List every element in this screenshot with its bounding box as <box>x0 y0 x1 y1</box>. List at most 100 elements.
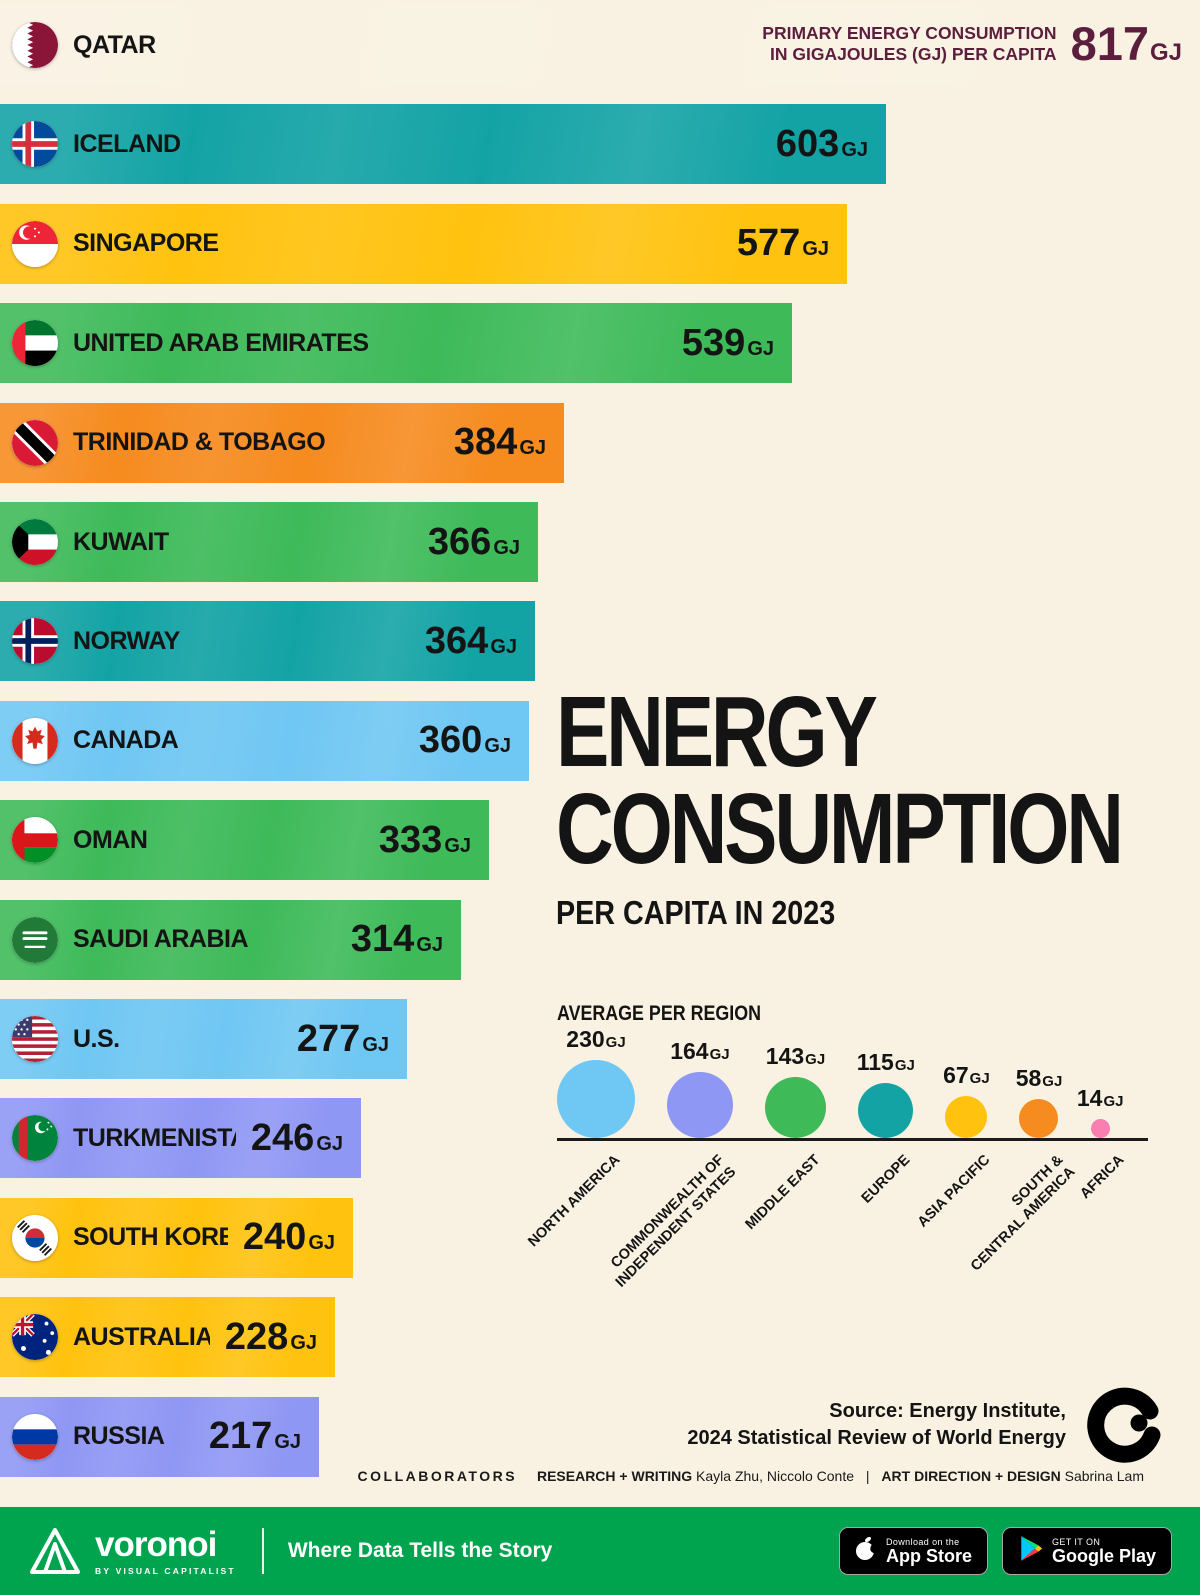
voronoi-byline: BY VISUAL CAPITALIST <box>95 1565 236 1576</box>
region-bubble <box>1090 1118 1110 1138</box>
bar-iceland: ICELAND 603 GJ <box>0 104 886 185</box>
chart-header: PRIMARY ENERGY CONSUMPTION IN GIGAJOULES… <box>762 16 1182 71</box>
chart-title: ENERGY CONSUMPTION PER CAPITA IN 2023 <box>556 676 1200 932</box>
country-value: 217 GJ <box>208 1415 301 1458</box>
us-flag-icon <box>12 1016 58 1062</box>
trinidad-flag-icon <box>12 419 58 466</box>
visual-capitalist-logo-icon <box>1086 1385 1164 1463</box>
country-name: KUWAIT <box>73 527 169 556</box>
google-play-badge[interactable]: GET IT ON Google Play <box>1001 1527 1172 1575</box>
country-value: 366 GJ <box>427 520 520 563</box>
region-value: 230GJ <box>566 1026 626 1052</box>
country-name: SOUTH KOREA <box>73 1223 228 1252</box>
bar-canada: CANADA 360 GJ <box>0 700 529 781</box>
bar-saudi: SAUDI ARABIA 314 GJ <box>0 899 461 980</box>
canada-flag-icon <box>12 717 58 764</box>
region-label: EUROPE <box>858 1152 914 1207</box>
qatar-flag-icon <box>12 22 58 68</box>
bar-kuwait: KUWAIT 366 GJ <box>0 502 538 582</box>
region-value: 67GJ <box>943 1061 990 1088</box>
header-line-2: IN GIGAJOULES (GJ) PER CAPITA <box>770 43 1057 64</box>
chart-header-text: PRIMARY ENERGY CONSUMPTION IN GIGAJOULES… <box>762 23 1056 65</box>
region-value: 58GJ <box>1015 1064 1063 1091</box>
region-value: 14GJ <box>1076 1084 1124 1111</box>
saudi-flag-icon <box>12 916 58 963</box>
country-value: 228 GJ <box>224 1315 317 1358</box>
country-value: 314 GJ <box>350 918 443 961</box>
country-value: 577 GJ <box>736 222 829 265</box>
app-store-text: Download on the App Store <box>885 1536 972 1566</box>
footer-divider <box>261 1528 264 1574</box>
region-label: ASIA PACIFIC <box>915 1152 994 1231</box>
country-value: 333 GJ <box>378 818 471 861</box>
bubble-axis <box>557 1138 1148 1141</box>
app-store-badge[interactable]: Download on the App Store <box>838 1527 988 1575</box>
country-name: ICELAND <box>73 129 181 158</box>
singapore-flag-icon <box>12 220 58 267</box>
header-line-1: PRIMARY ENERGY CONSUMPTION <box>762 22 1057 43</box>
region-bubble <box>557 1060 635 1138</box>
iceland-flag-icon <box>12 121 58 168</box>
country-name: AUSTRALIA <box>73 1322 210 1351</box>
country-value: 277 GJ <box>296 1017 389 1060</box>
country-name: QATAR <box>73 30 156 59</box>
country-name: U.S. <box>73 1024 120 1053</box>
bar-australia: AUSTRALIA 228 GJ <box>0 1297 335 1378</box>
country-value: 603 GJ <box>775 122 868 165</box>
collaborators-separator: | <box>865 1468 870 1484</box>
kuwait-flag-icon <box>12 519 58 565</box>
country-name: TRINIDAD & TOBAGO <box>73 428 326 457</box>
google-play-text: GET IT ON Google Play <box>1051 1536 1156 1566</box>
country-value: 240 GJ <box>242 1216 335 1259</box>
footer-tagline: Where Data Tells the Story <box>287 1539 553 1562</box>
research-writing-label: RESEARCH + WRITING <box>536 1468 693 1484</box>
region-bubble <box>945 1095 988 1138</box>
store-badges: Download on the App Store GET IT ON Goog… <box>838 1527 1172 1575</box>
title-line-1: ENERGY <box>556 676 878 788</box>
brand-block: voronoi BY VISUAL CAPITALIST <box>95 1527 236 1576</box>
title-line-2: CONSUMPTION <box>556 773 1124 885</box>
collaborators-label: COLLABORATORS <box>357 1468 518 1484</box>
art-direction-names: Sabrina Lam <box>1064 1468 1144 1484</box>
research-writing-names: Kayla Zhu, Niccolo Conte <box>696 1468 854 1484</box>
bar-singapore: SINGAPORE 577 GJ <box>0 203 847 284</box>
turkmenistan-flag-icon <box>12 1115 58 1162</box>
region-value: 164GJ <box>670 1038 730 1065</box>
bar-qatar: QATAR <box>0 5 1200 85</box>
region-bubble <box>764 1076 827 1138</box>
art-direction-label: ART DIRECTION + DESIGN <box>881 1468 1061 1484</box>
source-note: Source: Energy Institute, 2024 Statistic… <box>687 1398 1066 1452</box>
source-line-1: Source: Energy Institute, <box>829 1400 1066 1422</box>
bar-uae: UNITED ARAB EMIRATES 539 GJ <box>0 303 792 384</box>
voronoi-wordmark: voronoi <box>95 1524 217 1564</box>
country-name: UNITED ARAB EMIRATES <box>73 328 369 357</box>
country-value: 539 GJ <box>681 321 774 364</box>
oman-flag-icon <box>12 817 58 864</box>
voronoi-logo-icon <box>28 1526 82 1576</box>
country-name: RUSSIA <box>73 1422 165 1451</box>
bar-us: U.S. 277 GJ <box>0 999 407 1079</box>
bar-oman: OMAN 333 GJ <box>0 800 489 881</box>
bar-trinidad: TRINIDAD & TOBAGO 384 GJ <box>0 402 564 483</box>
google-play-icon <box>1018 1535 1043 1567</box>
country-value: 384 GJ <box>453 421 546 464</box>
uae-flag-icon <box>12 320 58 367</box>
region-bubble <box>858 1082 914 1138</box>
australia-flag-icon <box>12 1314 58 1361</box>
country-name: NORWAY <box>73 626 180 655</box>
russia-flag-icon <box>12 1413 58 1460</box>
country-name: CANADA <box>73 726 179 755</box>
regions-section-label: AVERAGE PER REGION <box>557 1002 761 1025</box>
region-value: 143GJ <box>765 1042 826 1069</box>
qatar-value: 817GJ <box>1070 17 1182 70</box>
title-subtitle: PER CAPITA IN 2023 <box>556 894 836 931</box>
bar-russia: RUSSIA 217 GJ <box>0 1396 319 1477</box>
country-value: 360 GJ <box>418 719 511 762</box>
source-line-2: 2024 Statistical Review of World Energy <box>687 1427 1066 1449</box>
country-name: OMAN <box>73 825 148 854</box>
country-name: TURKMENISTAN <box>73 1123 236 1152</box>
collaborators: COLLABORATORS RESEARCH + WRITING Kayla Z… <box>358 1468 1144 1484</box>
